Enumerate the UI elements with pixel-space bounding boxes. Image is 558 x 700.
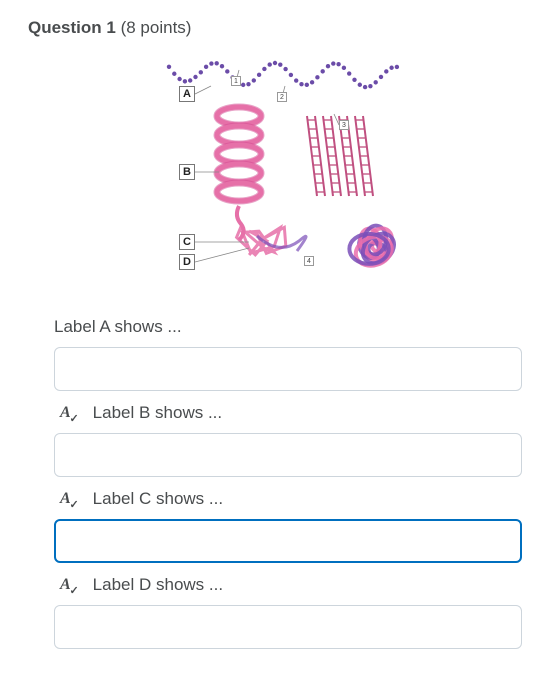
diagram-num-3: 3 [339, 120, 349, 130]
diagram-label-b: B [179, 164, 195, 180]
spellcheck-icon[interactable]: A [60, 576, 71, 594]
diagram-num-1: 1 [231, 76, 241, 86]
answers-section: Label A shows ... A Label B shows ... A … [28, 317, 530, 661]
answer-input-a[interactable] [54, 347, 522, 391]
prompt-a: Label A shows ... [54, 317, 522, 337]
spellcheck-icon[interactable]: A [60, 404, 71, 422]
diagram-num-4: 4 [304, 256, 314, 266]
spellcheck-icon[interactable]: A [60, 490, 71, 508]
question-points: (8 points) [121, 18, 192, 37]
answer-input-b[interactable] [54, 433, 522, 477]
answer-input-c[interactable] [54, 519, 522, 563]
prompt-b: Label B shows ... [93, 403, 222, 423]
protein-structure-diagram: A B C D 1 2 3 4 [139, 56, 419, 291]
diagram-num-2: 2 [277, 92, 287, 102]
question-header: Question 1 (8 points) [28, 18, 530, 38]
question-number: Question 1 [28, 18, 116, 37]
diagram-label-c: C [179, 234, 195, 250]
answer-input-d[interactable] [54, 605, 522, 649]
prompt-c: Label C shows ... [93, 489, 223, 509]
prompt-d: Label D shows ... [93, 575, 223, 595]
diagram-label-d: D [179, 254, 195, 270]
diagram-container: A B C D 1 2 3 4 [28, 56, 530, 291]
diagram-label-a: A [179, 86, 195, 102]
